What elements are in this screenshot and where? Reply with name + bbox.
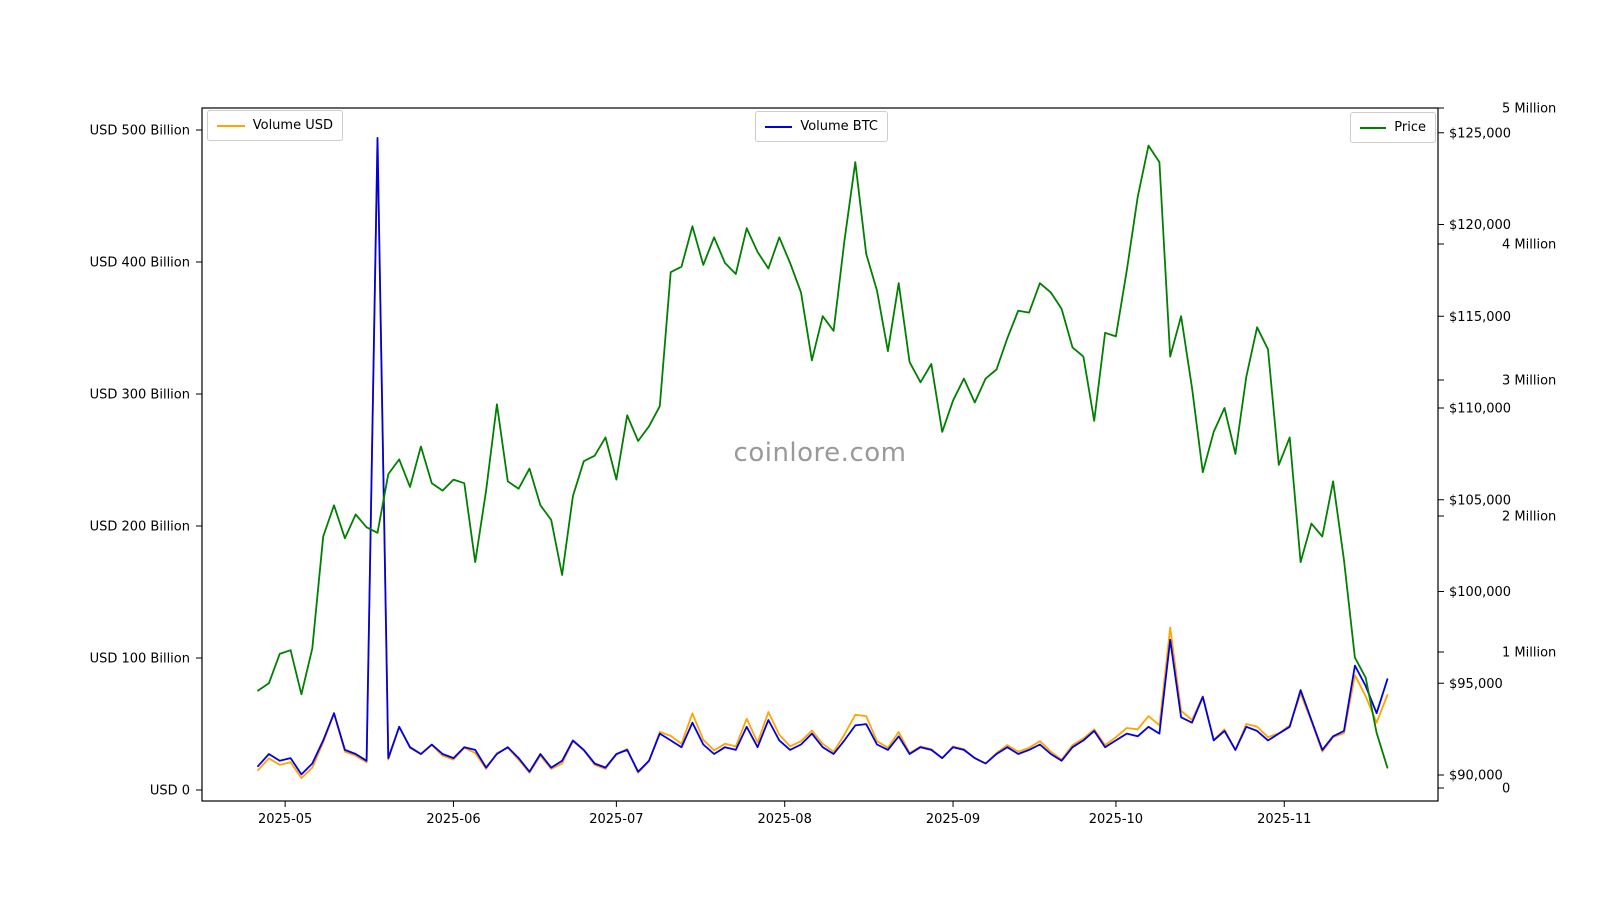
- left-axis-tick-label: USD 100 Billion: [90, 652, 190, 667]
- legend-line-sample: [217, 124, 245, 127]
- left-axis-tick-label: USD 200 Billion: [90, 520, 190, 535]
- legend-label: Price: [1394, 120, 1426, 135]
- legend-label: Volume BTC: [800, 119, 878, 134]
- x-axis-tick-label: 2025-08: [758, 812, 812, 827]
- x-axis-tick-label: 2025-11: [1257, 812, 1311, 827]
- btc-axis-tick-label: 5 Million: [1502, 102, 1556, 117]
- legend-label: Volume USD: [252, 118, 333, 133]
- series-line-price: [257, 144, 1389, 769]
- price-axis-tick-label: $110,000: [1449, 402, 1511, 417]
- series-line-volume-btc: [257, 136, 1389, 776]
- left-axis-tick-label: USD 0: [150, 784, 190, 799]
- watermark: coinlore.com: [733, 438, 907, 468]
- legend-box-price: Price: [1350, 112, 1436, 143]
- x-axis-tick-label: 2025-10: [1089, 812, 1143, 827]
- price-axis-tick-label: $100,000: [1449, 585, 1511, 600]
- legend-line-sample: [765, 125, 793, 128]
- price-axis-tick-label: $125,000: [1449, 126, 1511, 141]
- x-axis-tick-label: 2025-06: [426, 812, 480, 827]
- left-axis-tick-label: USD 300 Billion: [90, 388, 190, 403]
- x-axis-tick-label: 2025-05: [258, 812, 312, 827]
- btc-axis-tick-label: 4 Million: [1502, 238, 1556, 253]
- legend-box-volume-btc: Volume BTC: [755, 111, 888, 142]
- price-axis-tick-label: $90,000: [1449, 769, 1503, 784]
- btc-axis-tick-label: 1 Million: [1502, 646, 1556, 661]
- plot-border: [201, 107, 1439, 802]
- price-axis-tick-label: $105,000: [1449, 493, 1511, 508]
- x-axis-tick-label: 2025-09: [926, 812, 980, 827]
- price-axis-tick-label: $95,000: [1449, 677, 1503, 692]
- legend-box-volume-usd: Volume USD: [207, 110, 343, 141]
- x-axis-tick-label: 2025-07: [589, 812, 643, 827]
- legend-line-sample: [1360, 126, 1387, 129]
- btc-axis-tick-label: 3 Million: [1502, 374, 1556, 389]
- price-axis-tick-label: $115,000: [1449, 310, 1511, 325]
- left-axis-tick-label: USD 500 Billion: [90, 124, 190, 139]
- left-axis-tick-label: USD 400 Billion: [90, 256, 190, 271]
- btc-axis-tick-label: 2 Million: [1502, 510, 1556, 525]
- price-axis-tick-label: $120,000: [1449, 218, 1511, 233]
- btc-axis-tick-label: 0: [1502, 782, 1510, 797]
